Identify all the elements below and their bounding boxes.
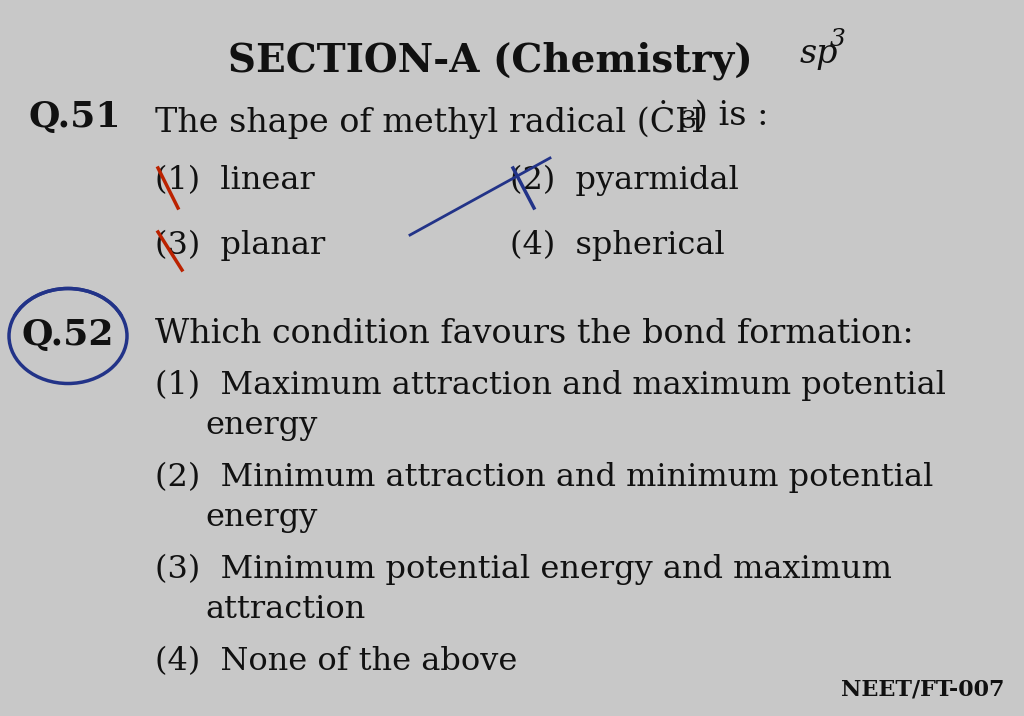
Text: (4)  spherical: (4) spherical	[510, 230, 725, 261]
Text: (3)  planar: (3) planar	[155, 230, 326, 261]
Text: 3: 3	[830, 28, 846, 51]
Text: ) is :: ) is :	[695, 100, 768, 132]
Text: Which condition favours the bond formation:: Which condition favours the bond formati…	[155, 318, 913, 350]
Text: sp: sp	[800, 38, 839, 70]
Text: NEET/FT-007: NEET/FT-007	[842, 678, 1005, 700]
Text: Q.52: Q.52	[22, 318, 115, 352]
Text: (4)  None of the above: (4) None of the above	[155, 646, 517, 677]
Text: The shape of methyl radical (ĊH: The shape of methyl radical (ĊH	[155, 100, 705, 139]
Text: (1)  linear: (1) linear	[155, 165, 314, 196]
Text: (2)  pyarmidal: (2) pyarmidal	[510, 165, 739, 196]
Text: (1)  Maximum attraction and maximum potential: (1) Maximum attraction and maximum poten…	[155, 370, 946, 401]
Text: Q.51: Q.51	[28, 100, 121, 134]
Text: energy: energy	[205, 410, 317, 441]
Text: energy: energy	[205, 502, 317, 533]
Text: (3)  Minimum potential energy and maximum: (3) Minimum potential energy and maximum	[155, 554, 892, 585]
Text: 3: 3	[680, 110, 696, 133]
Text: (2)  Minimum attraction and minimum potential: (2) Minimum attraction and minimum poten…	[155, 462, 933, 493]
Text: attraction: attraction	[205, 594, 366, 625]
Text: SECTION-A (Chemistry): SECTION-A (Chemistry)	[227, 42, 753, 80]
